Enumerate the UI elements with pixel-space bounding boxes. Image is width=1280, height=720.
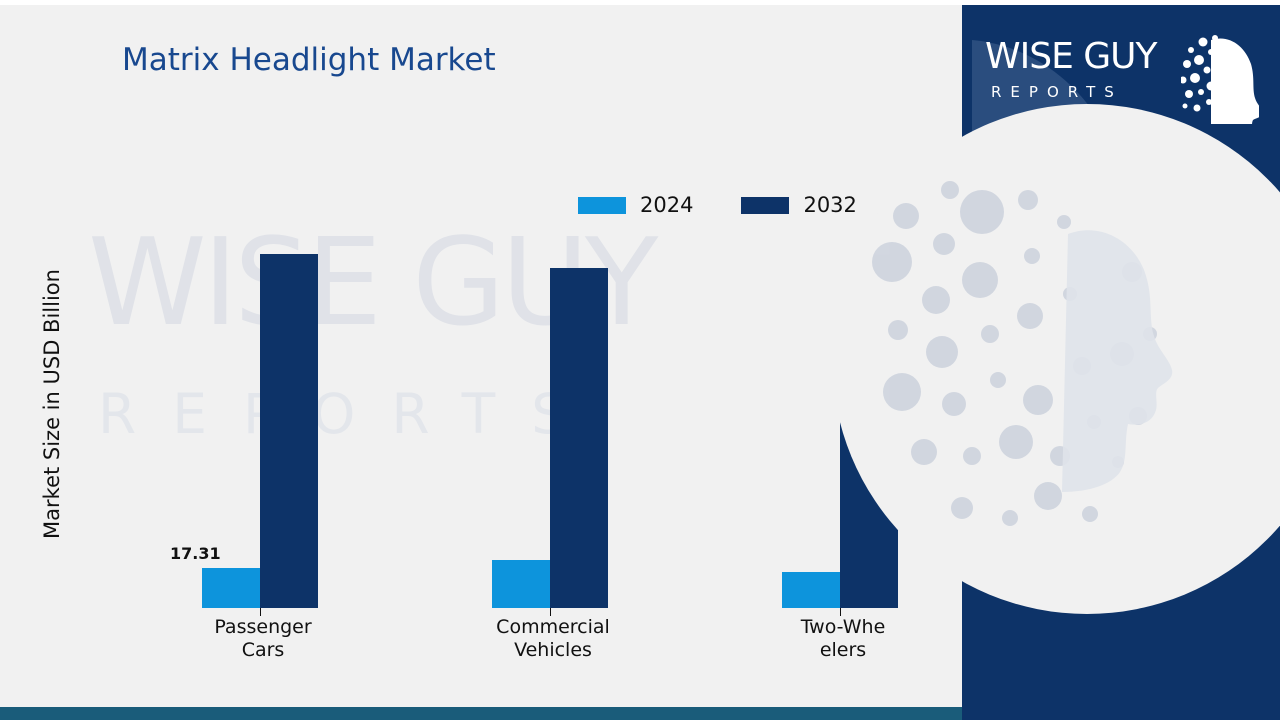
x-axis-tick [840, 608, 841, 616]
y-axis-title: Market Size in USD Billion [40, 269, 64, 539]
bar-value-passenger-cars-2024: 17.31 [170, 544, 221, 563]
chart-legend: 2024 2032 [578, 195, 857, 216]
legend-label-2024: 2024 [640, 193, 694, 217]
bar-group-commercial-vehicles [492, 228, 608, 608]
plot-area: 17.31 [96, 228, 926, 608]
logo-head-icon [1181, 35, 1259, 124]
x-axis-label-line: Two-Whe [800, 616, 886, 638]
decorative-circle [832, 104, 1280, 614]
x-axis-label-line: Vehicles [514, 639, 592, 662]
legend-item-2024[interactable]: 2024 [578, 195, 693, 216]
bar-group-passenger-cars: 17.31 [170, 228, 318, 608]
x-axis-label-line: Commercial [496, 616, 610, 638]
x-axis-label-line: Passenger [214, 616, 312, 638]
x-axis-label-two-wheelers: Two-Whe elers [758, 608, 928, 662]
legend-swatch-2032 [741, 197, 790, 214]
logo-wordmark: WISE GUY [985, 36, 1157, 77]
bar-passenger-cars-2024[interactable]: 17.31 [170, 544, 260, 608]
legend-item-2032[interactable]: 2032 [741, 193, 857, 217]
legend-label-2032: 2032 [803, 193, 857, 217]
bar-commercial-vehicles-2024[interactable] [492, 560, 550, 608]
x-axis-label-line: elers [819, 639, 867, 662]
logo-subtext: REPORTS [991, 83, 1123, 101]
bottom-accent-bar [0, 707, 962, 720]
page-title: Matrix Headlight Market [122, 42, 496, 78]
bar-passenger-cars-2032[interactable] [260, 254, 318, 608]
bar-commercial-vehicles-2032[interactable] [550, 268, 608, 608]
brand-logo: WISE GUY REPORTS [985, 35, 1259, 124]
x-axis-tick [550, 608, 551, 616]
x-axis-label-line: Cars [241, 639, 285, 662]
legend-swatch-2024 [578, 197, 626, 214]
x-axis-label-passenger-cars: Passenger Cars [178, 608, 348, 662]
x-axis-label-commercial-vehicles: Commercial Vehicles [468, 608, 638, 662]
brain-dots-icon [872, 181, 1173, 526]
bar-two-wheelers-2024[interactable] [782, 572, 840, 608]
x-axis-tick [260, 608, 261, 616]
